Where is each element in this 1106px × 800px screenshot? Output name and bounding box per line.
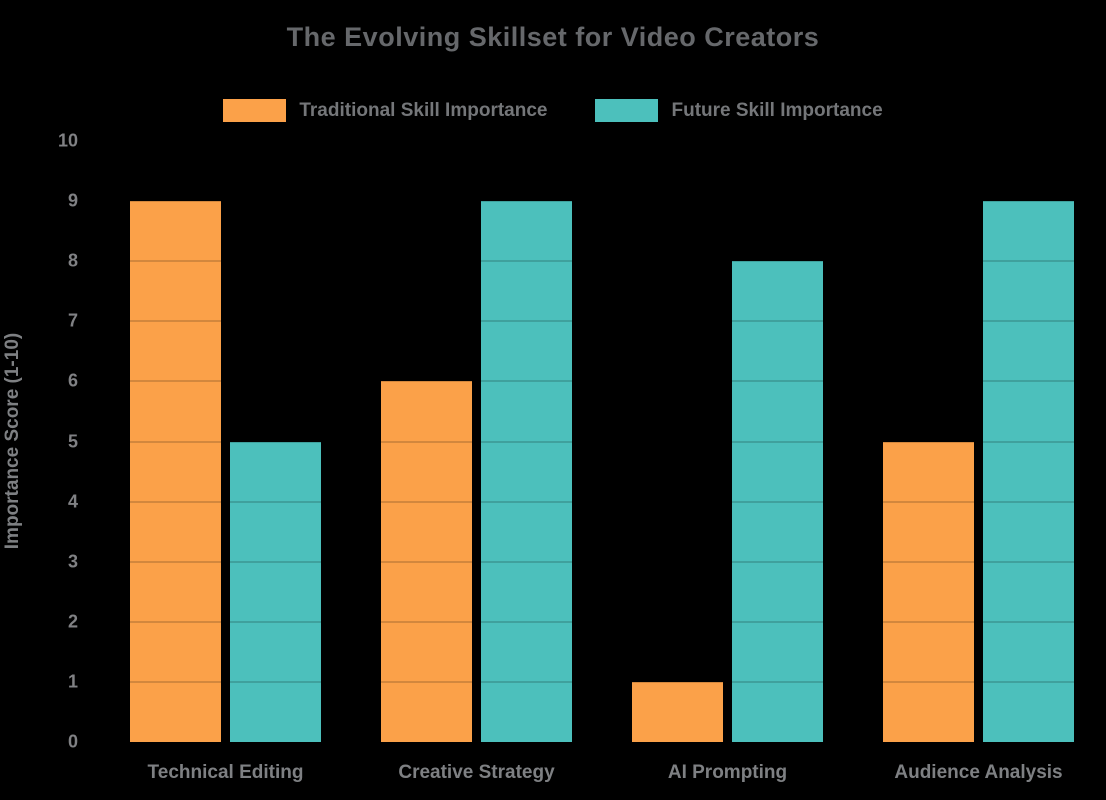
- bar-audience-analysis-series-1: [983, 201, 1074, 742]
- legend: Traditional Skill Importance Future Skill…: [0, 99, 1106, 122]
- gridline: [100, 380, 1104, 383]
- legend-item-0[interactable]: Traditional Skill Importance: [223, 99, 547, 122]
- y-tick-label: 10: [57, 130, 78, 151]
- bar-technical-editing-series-0: [130, 201, 221, 742]
- y-tick-label: 5: [67, 431, 78, 451]
- x-axis-label-audience-analysis: Audience Analysis: [894, 762, 1063, 783]
- plot-area: [100, 141, 1104, 742]
- y-tick-label: 2: [67, 611, 78, 632]
- gridline: [100, 260, 1104, 263]
- y-tick-label: 6: [67, 370, 78, 391]
- gridline: [100, 320, 1104, 323]
- bar-creative-strategy-series-1: [481, 201, 572, 742]
- x-axis-label-creative-strategy: Creative Strategy: [398, 762, 555, 783]
- legend-label: Future Skill Importance: [671, 100, 883, 121]
- bar-creative-strategy-series-0: [381, 381, 472, 742]
- y-tick-label: 8: [67, 250, 78, 271]
- legend-label: Traditional Skill Importance: [299, 100, 548, 121]
- y-tick-label: 3: [67, 551, 78, 572]
- y-tick-label: 4: [67, 491, 78, 512]
- bar-ai-prompting-series-1: [732, 261, 823, 742]
- y-tick-label: 9: [67, 190, 78, 211]
- x-axis-label-ai-prompting: AI Prompting: [667, 762, 788, 783]
- legend-swatch: [595, 99, 659, 122]
- legend-item-1[interactable]: Future Skill Importance: [595, 99, 883, 122]
- y-tick-label: 0: [67, 731, 78, 752]
- x-axis-label-technical-editing: Technical Editing: [147, 762, 304, 783]
- chart-title: The Evolving Skillset for Video Creators: [286, 22, 820, 52]
- legend-swatch: [223, 99, 287, 122]
- y-tick-label: 1: [67, 671, 78, 692]
- y-tick-label: 7: [67, 310, 78, 331]
- bar-ai-prompting-series-0: [632, 681, 723, 742]
- bar-audience-analysis-series-0: [883, 441, 974, 742]
- gridline: [100, 200, 1104, 203]
- bar-technical-editing-series-1: [230, 441, 321, 742]
